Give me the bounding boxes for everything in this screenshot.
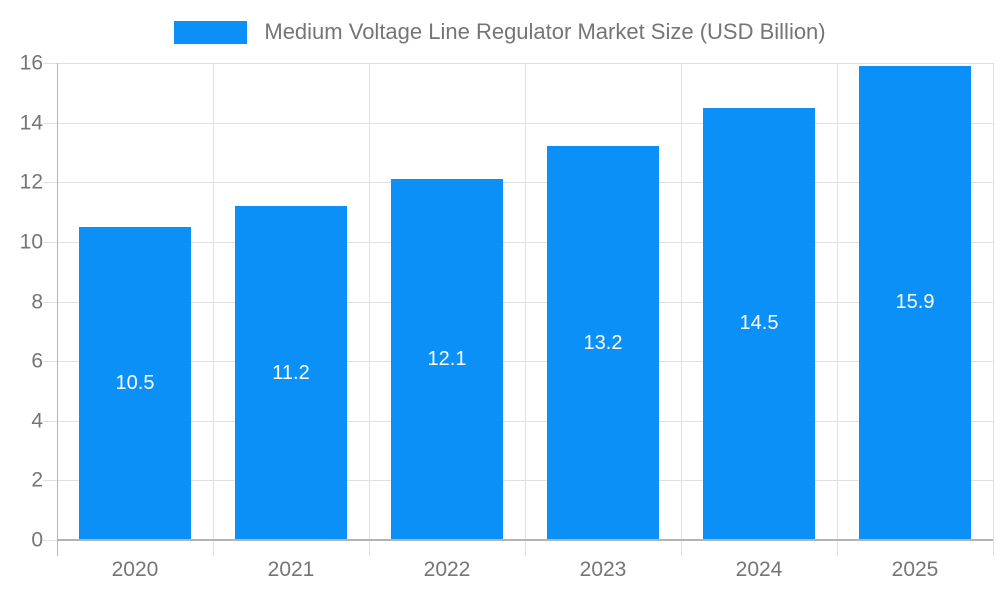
- x-axis-line: [57, 539, 993, 541]
- bar-value-label: 13.2: [583, 331, 623, 354]
- h-gridline: [43, 182, 993, 184]
- y-tick-label: 10: [19, 230, 43, 254]
- v-gridline: [525, 63, 526, 556]
- bar-2024[interactable]: 14.5: [702, 107, 816, 540]
- y-tick-label: 4: [31, 409, 43, 433]
- y-axis-line: [57, 63, 58, 556]
- bar-2025[interactable]: 15.9: [858, 65, 972, 540]
- h-gridline: [43, 301, 993, 303]
- bar-value-label: 15.9: [895, 291, 935, 314]
- bar-2023[interactable]: 13.2: [546, 146, 660, 540]
- y-tick-label: 14: [19, 111, 43, 135]
- x-tick-label: 2022: [423, 558, 471, 581]
- y-tick-label: 12: [19, 170, 43, 194]
- bar-value-label: 14.5: [739, 312, 779, 335]
- x-tick-label: 2024: [735, 558, 783, 581]
- plot-area: 0 2 4 6 8 10 12 14 16 10.5 2020 11.2 2021 12.1 2022 13.…: [20, 53, 994, 580]
- bar-value-label: 12.1: [427, 348, 467, 371]
- v-gridline: [993, 63, 994, 556]
- y-tick-label: 8: [31, 290, 43, 313]
- v-gridline: [368, 63, 370, 556]
- bar-value-label: 10.5: [115, 371, 155, 394]
- h-gridline: [43, 122, 993, 124]
- y-tick-label: 2: [31, 468, 43, 492]
- h-gridline: [43, 63, 993, 64]
- chart-legend: Medium Voltage Line Regulator Market Siz…: [0, 19, 1000, 45]
- v-gridline: [212, 63, 214, 556]
- x-tick-label: 2023: [579, 558, 627, 581]
- bar-2020[interactable]: 10.5: [78, 226, 192, 540]
- x-tick-label: 2021: [267, 558, 315, 581]
- h-gridline: [43, 420, 993, 422]
- legend-swatch: [174, 20, 248, 44]
- h-gridline: [43, 361, 993, 363]
- y-tick-label: 16: [19, 51, 43, 75]
- legend-label: Medium Voltage Line Regulator Market Siz…: [264, 19, 826, 44]
- v-gridline: [837, 63, 838, 556]
- x-tick-label: 2020: [111, 558, 159, 581]
- y-tick-label: 6: [31, 349, 43, 373]
- v-gridline: [680, 63, 682, 556]
- h-gridline: [43, 480, 993, 482]
- bar-2021[interactable]: 11.2: [234, 206, 348, 540]
- y-tick-label: 0: [31, 528, 43, 552]
- bar-2022[interactable]: 12.1: [390, 179, 504, 540]
- h-gridline: [43, 241, 993, 243]
- x-tick-label: 2025: [891, 558, 939, 581]
- y-axis-tick: [43, 540, 57, 541]
- bar-value-label: 11.2: [272, 361, 310, 384]
